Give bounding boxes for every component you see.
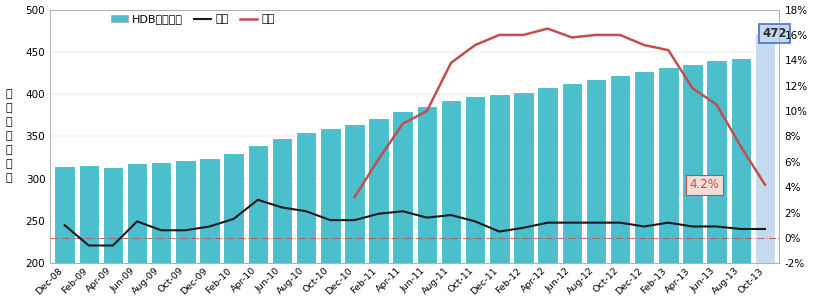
Bar (682, 64, 702, 302)
Bar (224, 153, 244, 302)
Bar (465, 96, 485, 302)
Bar (344, 124, 365, 302)
Bar (489, 94, 510, 302)
Bar (634, 71, 654, 302)
Bar (199, 158, 220, 302)
Y-axis label: 新
元
／
平
方
英
尺: 新 元 ／ 平 方 英 尺 (6, 89, 12, 183)
Bar (731, 58, 751, 302)
Bar (562, 83, 582, 302)
Bar (368, 118, 389, 302)
Text: 472: 472 (763, 27, 787, 40)
Bar (79, 165, 99, 302)
Bar (754, 33, 776, 302)
Bar (393, 111, 413, 302)
Bar (54, 166, 75, 302)
Bar (320, 128, 341, 302)
Text: 4.2%: 4.2% (689, 178, 720, 191)
Legend: HDB平均价格, 环比, 同比: HDB平均价格, 环比, 同比 (107, 10, 279, 29)
Bar (658, 67, 679, 302)
Bar (441, 100, 461, 302)
Bar (610, 75, 630, 302)
Bar (175, 160, 196, 302)
Bar (102, 167, 124, 302)
Bar (296, 132, 316, 302)
Bar (537, 87, 558, 302)
Bar (127, 163, 147, 302)
Bar (151, 162, 172, 302)
Bar (416, 106, 437, 302)
Bar (585, 79, 606, 302)
Bar (513, 92, 534, 302)
Bar (272, 138, 292, 302)
Bar (706, 60, 727, 302)
Bar (248, 145, 268, 302)
